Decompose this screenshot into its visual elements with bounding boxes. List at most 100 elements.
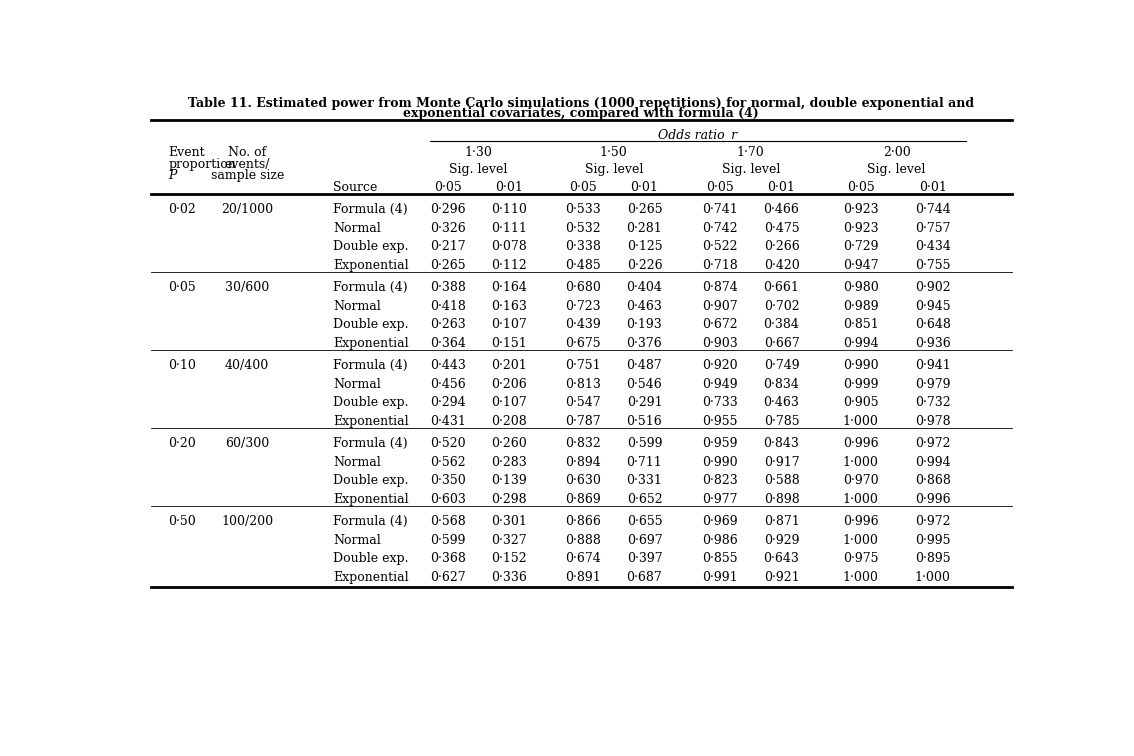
Text: 0·217: 0·217 — [430, 240, 465, 253]
Text: 0·832: 0·832 — [565, 437, 601, 450]
Text: 0·151: 0·151 — [491, 337, 527, 350]
Text: 0·439: 0·439 — [565, 318, 601, 331]
Text: 0·05: 0·05 — [706, 181, 734, 194]
Text: 0·266: 0·266 — [763, 240, 799, 253]
Text: 1·70: 1·70 — [737, 146, 764, 159]
Text: 0·163: 0·163 — [491, 299, 527, 313]
Text: 0·265: 0·265 — [430, 259, 465, 272]
Text: 1·000: 1·000 — [843, 493, 879, 506]
Text: 0·917: 0·917 — [763, 456, 799, 469]
Text: 0·874: 0·874 — [702, 281, 738, 294]
Text: 0·994: 0·994 — [843, 337, 879, 350]
Text: Formula (4): Formula (4) — [333, 359, 408, 372]
Text: 0·751: 0·751 — [565, 359, 601, 372]
Text: 0·431: 0·431 — [430, 415, 466, 428]
Text: 0·05: 0·05 — [168, 281, 196, 294]
Text: 0·905: 0·905 — [843, 396, 879, 409]
Text: 1·000: 1·000 — [843, 534, 879, 547]
Text: 0·823: 0·823 — [702, 474, 738, 488]
Text: 0·732: 0·732 — [915, 396, 950, 409]
Text: 0·813: 0·813 — [565, 378, 601, 391]
Text: Double exp.: Double exp. — [333, 553, 409, 565]
Text: exponential covariates, compared with formula (4): exponential covariates, compared with fo… — [404, 107, 759, 120]
Text: 0·871: 0·871 — [763, 515, 799, 528]
Text: 0·929: 0·929 — [764, 534, 799, 547]
Text: Formula (4): Formula (4) — [333, 281, 408, 294]
Text: 0·741: 0·741 — [702, 203, 738, 216]
Text: 0·855: 0·855 — [702, 553, 738, 565]
Text: 0·996: 0·996 — [843, 437, 879, 450]
Text: 0·661: 0·661 — [763, 281, 799, 294]
Text: 0·350: 0·350 — [430, 474, 465, 488]
Text: 0·972: 0·972 — [915, 515, 950, 528]
Text: 0·226: 0·226 — [627, 259, 662, 272]
Text: 0·923: 0·923 — [843, 222, 879, 234]
Text: Double exp.: Double exp. — [333, 474, 409, 488]
Text: 0·294: 0·294 — [430, 396, 465, 409]
Text: Normal: Normal — [333, 534, 381, 547]
Text: 0·520: 0·520 — [430, 437, 465, 450]
Text: 0·972: 0·972 — [915, 437, 950, 450]
Text: 0·936: 0·936 — [915, 337, 950, 350]
Text: 0·01: 0·01 — [768, 181, 795, 194]
Text: 0·111: 0·111 — [491, 222, 527, 234]
Text: 0·164: 0·164 — [491, 281, 527, 294]
Text: 0·02: 0·02 — [168, 203, 196, 216]
Text: 0·487: 0·487 — [627, 359, 662, 372]
Text: 0·107: 0·107 — [491, 396, 527, 409]
Text: 0·125: 0·125 — [627, 240, 662, 253]
Text: 0·978: 0·978 — [915, 415, 950, 428]
Text: 0·980: 0·980 — [843, 281, 879, 294]
Text: 0·977: 0·977 — [702, 493, 738, 506]
Text: 0·921: 0·921 — [763, 571, 799, 584]
Text: 0·281: 0·281 — [627, 222, 662, 234]
Text: 0·485: 0·485 — [565, 259, 601, 272]
Text: 0·599: 0·599 — [627, 437, 662, 450]
Text: 0·20: 0·20 — [168, 437, 196, 450]
Text: Sig. level: Sig. level — [868, 163, 925, 176]
Text: 0·989: 0·989 — [843, 299, 879, 313]
Text: 0·208: 0·208 — [491, 415, 527, 428]
Text: 0·463: 0·463 — [626, 299, 662, 313]
Text: 0·729: 0·729 — [843, 240, 879, 253]
Text: 0·418: 0·418 — [430, 299, 466, 313]
Text: Formula (4): Formula (4) — [333, 437, 408, 450]
Text: 1·000: 1·000 — [843, 415, 879, 428]
Text: 0·443: 0·443 — [430, 359, 466, 372]
Text: 0·588: 0·588 — [763, 474, 799, 488]
Text: 0·603: 0·603 — [430, 493, 466, 506]
Text: 0·463: 0·463 — [763, 396, 799, 409]
Text: 0·110: 0·110 — [491, 203, 527, 216]
Text: 0·547: 0·547 — [565, 396, 601, 409]
Text: 0·986: 0·986 — [702, 534, 738, 547]
Text: 0·667: 0·667 — [763, 337, 799, 350]
Text: 0·10: 0·10 — [168, 359, 196, 372]
Text: 0·744: 0·744 — [915, 203, 950, 216]
Text: 0·687: 0·687 — [627, 571, 662, 584]
Text: 0·990: 0·990 — [702, 456, 738, 469]
Text: 1·000: 1·000 — [915, 571, 950, 584]
Text: 0·891: 0·891 — [565, 571, 601, 584]
Text: 0·757: 0·757 — [915, 222, 950, 234]
Text: 0·532: 0·532 — [565, 222, 601, 234]
Text: 2·00: 2·00 — [882, 146, 911, 159]
Text: 1·000: 1·000 — [843, 571, 879, 584]
Text: 0·376: 0·376 — [627, 337, 662, 350]
Text: 30/600: 30/600 — [225, 281, 270, 294]
Text: 0·733: 0·733 — [702, 396, 738, 409]
Text: Event: Event — [168, 146, 205, 159]
Text: Normal: Normal — [333, 299, 381, 313]
Text: 0·979: 0·979 — [915, 378, 950, 391]
Text: 0·139: 0·139 — [491, 474, 527, 488]
Text: 100/200: 100/200 — [221, 515, 273, 528]
Text: 0·283: 0·283 — [491, 456, 527, 469]
Text: 0·970: 0·970 — [843, 474, 879, 488]
Text: Exponential: Exponential — [333, 415, 409, 428]
Text: Normal: Normal — [333, 222, 381, 234]
Text: 1·30: 1·30 — [465, 146, 492, 159]
Text: Table 11. Estimated power from Monte Carlo simulations (1000 repetitions) for no: Table 11. Estimated power from Monte Car… — [188, 97, 974, 110]
Text: 0·599: 0·599 — [430, 534, 465, 547]
Text: 0·834: 0·834 — [763, 378, 799, 391]
Text: 0·05: 0·05 — [847, 181, 874, 194]
Text: 0·643: 0·643 — [763, 553, 799, 565]
